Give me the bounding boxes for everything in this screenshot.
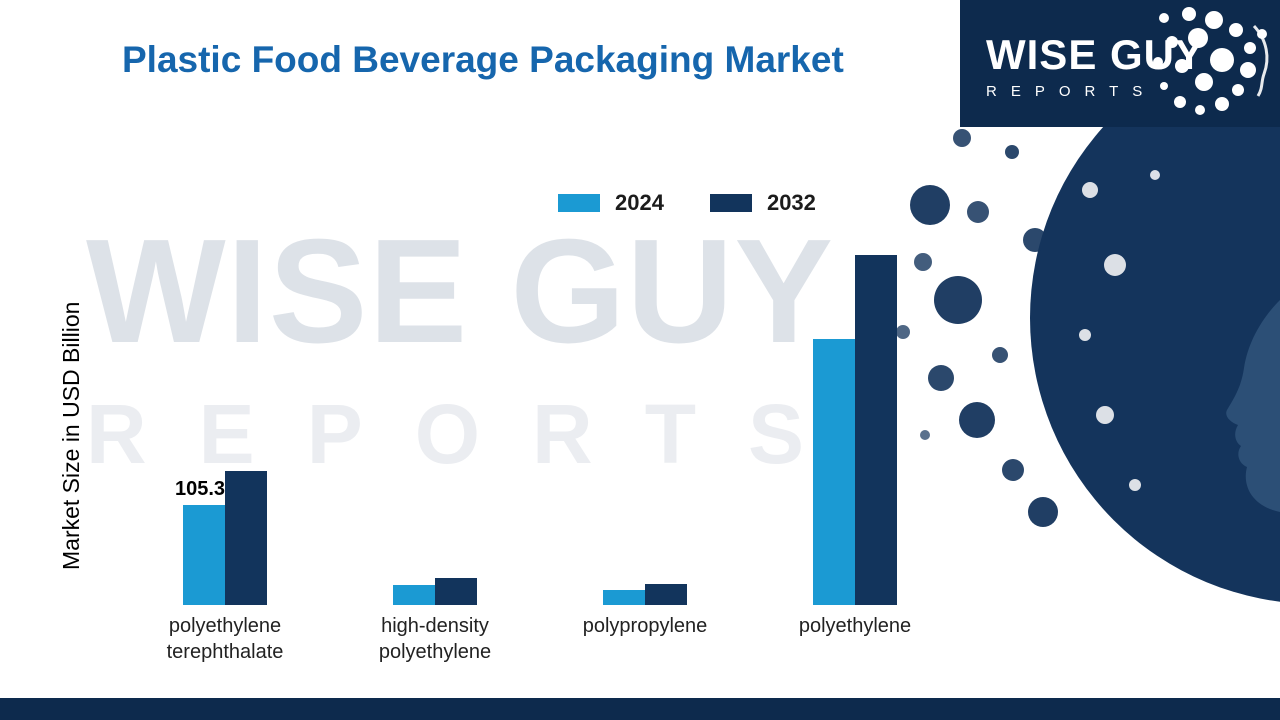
bar-2024-2	[603, 590, 645, 605]
bar-value-label: 105.3	[174, 478, 226, 500]
legend-label-2024: 2024	[615, 190, 664, 215]
brand-logo: WISE GUY REPORTS	[960, 0, 1280, 127]
bar-group-3	[750, 235, 960, 605]
face-profile-shape	[1226, 300, 1280, 512]
legend-label-2032: 2032	[766, 190, 816, 215]
page-title: Plastic Food Beverage Packaging Market	[122, 39, 844, 80]
category-label-2: polypropylene	[582, 615, 708, 637]
bar-2024-0: 105.3	[175, 478, 225, 605]
legend-swatch-2024	[558, 194, 600, 212]
bar-2032-0	[225, 471, 267, 605]
bar-groups: 105.3	[120, 235, 960, 605]
bar-group-0: 105.3	[120, 235, 330, 605]
bar-2024-1	[393, 585, 435, 605]
head-silhouette-graphic	[896, 34, 1280, 602]
footer-bar	[0, 698, 1280, 720]
category-label-3: polyethylene	[798, 615, 912, 637]
bar-chart: 105.3	[120, 235, 960, 605]
category-label-0: polyethylene terephthalate	[166, 615, 284, 663]
logo-reports-label: REPORTS	[986, 83, 1157, 100]
bar-group-1	[330, 235, 540, 605]
category-label-1: high-density polyethylene	[378, 615, 492, 663]
bar-2032-1	[435, 578, 477, 605]
legend-item-2024: 2024	[558, 190, 664, 216]
bar-2032-3	[855, 255, 897, 605]
bar-group-2	[540, 235, 750, 605]
bar-2032-2	[645, 584, 687, 605]
x-axis-labels: polyethylene terephthalate high-density p…	[120, 613, 960, 665]
bar-2024-3	[813, 339, 855, 605]
legend-item-2032: 2032	[709, 190, 816, 216]
brand-logo-text: WISE GUY REPORTS	[986, 34, 1204, 101]
y-axis-label: Market Size in USD Billion	[58, 301, 84, 570]
legend: 2024 2032	[558, 190, 816, 216]
legend-swatch-2032	[709, 194, 752, 212]
logo-dot-head-icon	[1153, 7, 1269, 115]
